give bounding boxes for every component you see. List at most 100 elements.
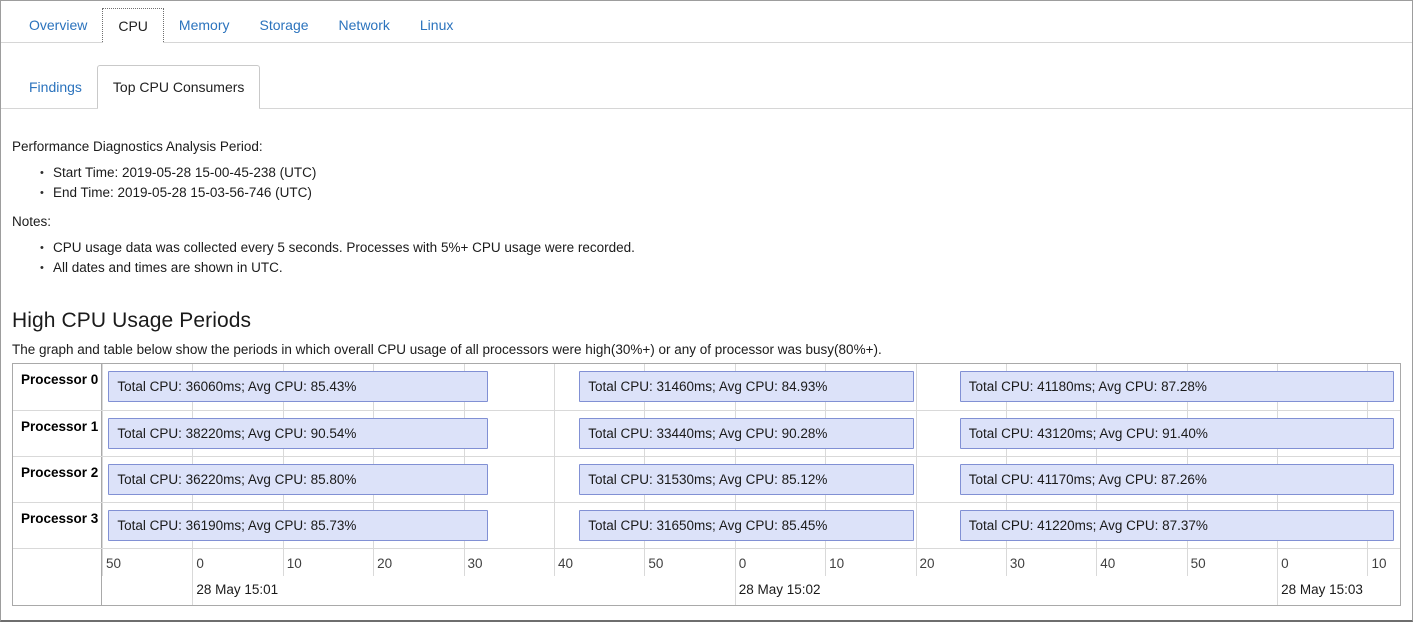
- timeline-gridline: [553, 457, 555, 502]
- time-axis-tick-label: 10: [1371, 556, 1387, 571]
- processor-timeline: Total CPU: 36060ms; Avg CPU: 85.43% Total…: [102, 364, 1400, 410]
- timeline-gridline: [553, 411, 555, 456]
- timeline-gridline: [915, 457, 917, 502]
- cpu-usage-bar: Total CPU: 36220ms; Avg CPU: 85.80%: [108, 464, 488, 495]
- time-axis-spacer: [13, 549, 102, 605]
- tab-findings[interactable]: Findings: [14, 65, 97, 108]
- end-time-item: End Time: 2019-05-28 15-03-56-746 (UTC): [40, 183, 1401, 203]
- tab-findings-label: Findings: [29, 78, 82, 95]
- tab-top-cpu-consumers[interactable]: Top CPU Consumers: [96, 65, 261, 109]
- timeline-gridline: [553, 364, 555, 410]
- tab-cpu-label: CPU: [118, 17, 148, 34]
- cpu-usage-bar: Total CPU: 41170ms; Avg CPU: 87.26%: [959, 464, 1394, 495]
- tab-storage[interactable]: Storage: [244, 8, 323, 42]
- time-axis-tick: [1096, 549, 1098, 576]
- time-axis-tick: [644, 549, 646, 576]
- time-axis-tick: [463, 549, 465, 576]
- time-axis-tick-label: 20: [919, 556, 935, 571]
- processor-row: Processor 0 Total CPU: 36060ms; Avg CPU: …: [13, 364, 1400, 410]
- cpu-usage-bar: Total CPU: 31530ms; Avg CPU: 85.12%: [579, 464, 914, 495]
- tab-storage-label: Storage: [259, 17, 309, 33]
- cpu-usage-bar: Total CPU: 41180ms; Avg CPU: 87.28%: [959, 371, 1394, 402]
- processor-label: Processor 1: [13, 411, 102, 456]
- tab-top-cpu-consumers-label: Top CPU Consumers: [112, 79, 245, 95]
- tab-content: Performance Diagnostics Analysis Period:…: [1, 139, 1412, 606]
- processor-label: Processor 0: [13, 364, 102, 410]
- notes-list: CPU usage data was collected every 5 sec…: [12, 238, 1401, 278]
- tab-linux[interactable]: Linux: [405, 8, 468, 42]
- cpu-usage-bar: Total CPU: 36190ms; Avg CPU: 85.73%: [108, 510, 488, 541]
- tab-network-label: Network: [338, 17, 390, 33]
- time-axis-tick: [1005, 549, 1007, 576]
- processor-row: Processor 2 Total CPU: 36220ms; Avg CPU: …: [13, 456, 1400, 502]
- cpu-usage-bar: Total CPU: 43120ms; Avg CPU: 91.40%: [959, 418, 1394, 449]
- cpu-usage-bar: Total CPU: 36060ms; Avg CPU: 85.43%: [108, 371, 488, 402]
- start-time-item: Start Time: 2019-05-28 15-00-45-238 (UTC…: [40, 163, 1401, 183]
- cpu-sub-tabbar: Findings Top CPU Consumers: [1, 65, 1412, 109]
- processor-row: Processor 1 Total CPU: 38220ms; Avg CPU: …: [13, 410, 1400, 456]
- time-axis-tick-label: 50: [648, 556, 664, 571]
- time-axis-tick-label: 50: [106, 556, 122, 571]
- processor-label: Processor 3: [13, 503, 102, 548]
- timeline-gridline: [102, 364, 103, 410]
- time-axis-tick: [553, 549, 555, 576]
- cpu-usage-bar: Total CPU: 33440ms; Avg CPU: 90.28%: [579, 418, 914, 449]
- processor-row: Processor 3 Total CPU: 36190ms; Avg CPU: …: [13, 502, 1400, 548]
- time-axis-tick-label: 40: [1100, 556, 1116, 571]
- time-axis-tick: [102, 549, 103, 576]
- tab-linux-label: Linux: [419, 17, 454, 33]
- processor-timeline: Total CPU: 36190ms; Avg CPU: 85.73% Total…: [102, 503, 1400, 548]
- time-axis-tick-label: 50: [1190, 556, 1206, 571]
- time-axis-date-label: 28 May 15:01: [196, 582, 279, 597]
- time-axis-tick-label: 30: [467, 556, 483, 571]
- tab-overview[interactable]: Overview: [14, 8, 102, 42]
- time-axis-tick: [1277, 549, 1279, 605]
- analysis-period-list: Start Time: 2019-05-28 15-00-45-238 (UTC…: [12, 163, 1401, 203]
- time-axis-tick-label: 20: [377, 556, 393, 571]
- tab-network[interactable]: Network: [324, 8, 405, 42]
- timeline-gridline: [915, 364, 917, 410]
- tab-memory-label: Memory: [178, 17, 230, 33]
- note-item: CPU usage data was collected every 5 sec…: [40, 238, 1401, 258]
- analysis-period-title: Performance Diagnostics Analysis Period:: [12, 139, 263, 154]
- time-axis-tick: [915, 549, 917, 576]
- time-axis-tick-label: 0: [196, 556, 204, 571]
- time-axis-tick: [1186, 549, 1188, 576]
- time-axis-tick: [825, 549, 827, 576]
- timeline-gridline: [102, 503, 103, 548]
- cpu-usage-bar: Total CPU: 31460ms; Avg CPU: 84.93%: [579, 371, 914, 402]
- high-cpu-usage-chart: Processor 0 Total CPU: 36060ms; Avg CPU: …: [12, 363, 1401, 606]
- time-axis-tick-label: 10: [829, 556, 845, 571]
- tab-memory[interactable]: Memory: [164, 8, 245, 42]
- timeline-gridline: [915, 411, 917, 456]
- cpu-usage-bar: Total CPU: 41220ms; Avg CPU: 87.37%: [959, 510, 1394, 541]
- note-item: All dates and times are shown in UTC.: [40, 258, 1401, 278]
- tab-cpu[interactable]: CPU: [102, 8, 164, 43]
- time-axis-tick-label: 10: [286, 556, 302, 571]
- processor-label: Processor 2: [13, 457, 102, 502]
- time-axis-tick-label: 40: [557, 556, 573, 571]
- timeline-gridline: [102, 411, 103, 456]
- time-axis-tick-label: 0: [1281, 556, 1289, 571]
- time-axis-tick: [282, 549, 284, 576]
- time-axis-tick-label: 30: [1009, 556, 1025, 571]
- high-cpu-usage-periods-description: The graph and table below show the perio…: [12, 342, 882, 357]
- timeline-gridline: [553, 503, 555, 548]
- time-axis-date-label: 28 May 15:03: [1281, 582, 1363, 597]
- time-axis: 50 0 28 May 15:01 10 20 30 40 50 0 28 May 15:02 10…: [102, 549, 1400, 605]
- time-axis-tick: [1367, 549, 1369, 576]
- high-cpu-usage-periods-title: High CPU Usage Periods: [12, 309, 252, 332]
- time-axis-tick-label: 0: [738, 556, 747, 571]
- time-axis-tick: [373, 549, 375, 576]
- processor-timeline: Total CPU: 38220ms; Avg CPU: 90.54% Total…: [102, 411, 1400, 456]
- time-axis-tick: [192, 549, 194, 605]
- cpu-usage-bar: Total CPU: 31650ms; Avg CPU: 85.45%: [579, 510, 914, 541]
- timeline-gridline: [102, 457, 103, 502]
- time-axis-row: 50 0 28 May 15:01 10 20 30 40 50 0 28 May 15:02 10…: [13, 548, 1400, 605]
- main-tabbar: Overview CPU Memory Storage Network Linu…: [1, 8, 1412, 43]
- timeline-gridline: [915, 503, 917, 548]
- processor-timeline: Total CPU: 36220ms; Avg CPU: 85.80% Total…: [102, 457, 1400, 502]
- tab-overview-label: Overview: [29, 17, 88, 33]
- cpu-usage-bar: Total CPU: 38220ms; Avg CPU: 90.54%: [108, 418, 488, 449]
